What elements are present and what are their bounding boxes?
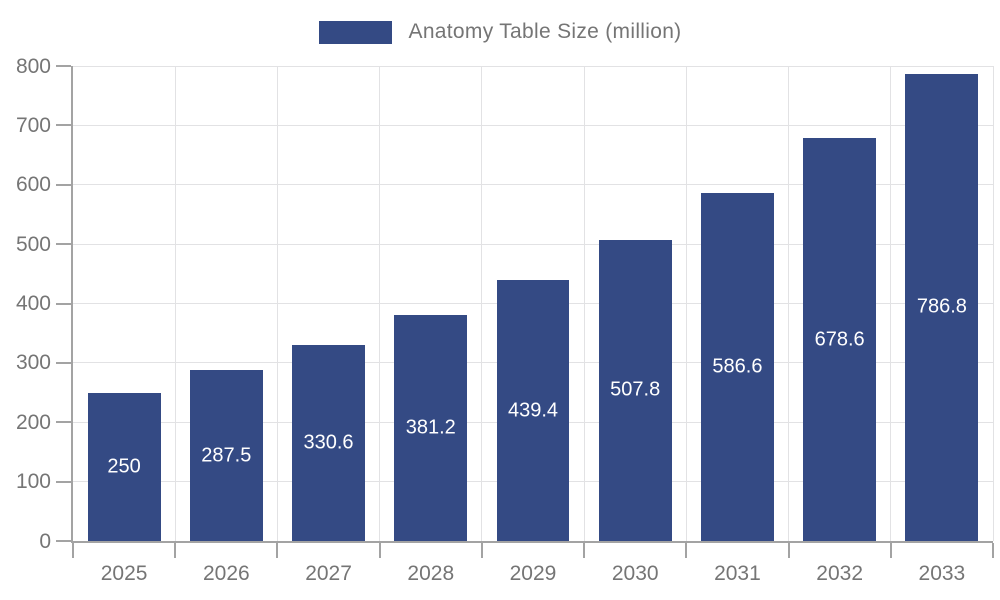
y-tick-label: 600 <box>15 173 51 197</box>
x-axis-tick <box>992 543 994 558</box>
bar-2025: 250 <box>87 392 161 541</box>
y-gridline <box>73 184 993 186</box>
x-gridline <box>992 66 994 541</box>
x-tick-label: 2028 <box>407 562 455 585</box>
x-gridline <box>174 66 176 541</box>
y-tick-label: 800 <box>15 54 51 78</box>
x-axis-tick <box>583 543 586 558</box>
x-axis-tick <box>276 543 279 558</box>
bar-2032: 678.6 <box>803 138 877 541</box>
x-axis-tick <box>72 543 74 558</box>
y-axis-tick <box>56 361 71 364</box>
y-axis-tick <box>56 65 71 67</box>
bar-value-label: 250 <box>107 455 141 478</box>
x-axis-tick <box>685 543 688 558</box>
y-tick-label: 500 <box>15 232 51 256</box>
x-gridline <box>583 66 585 541</box>
y-axis-tick <box>56 183 71 186</box>
chart-legend: Anatomy Table Size (million) <box>0 20 1000 44</box>
y-axis-tick <box>56 421 71 424</box>
y-axis-tick <box>56 480 71 483</box>
x-tick-label: 2032 <box>816 562 864 585</box>
x-axis-tick <box>174 543 177 558</box>
x-axis-tick <box>787 543 790 558</box>
x-tick-label: 2029 <box>509 562 557 585</box>
bar-value-label: 287.5 <box>201 444 252 467</box>
x-gridline <box>276 66 278 541</box>
y-tick-label: 200 <box>15 410 51 434</box>
x-gridline <box>685 66 687 541</box>
legend-label: Anatomy Table Size (million) <box>408 20 682 43</box>
y-tick-label: 0 <box>39 529 51 553</box>
x-tick-label: 2025 <box>100 562 148 585</box>
x-tick-label: 2026 <box>202 562 250 585</box>
bar-2030: 507.8 <box>598 239 672 541</box>
bar-value-label: 330.6 <box>303 431 354 454</box>
x-gridline <box>481 66 483 541</box>
bar-2027: 330.6 <box>292 344 366 541</box>
x-gridline <box>890 66 892 541</box>
bar-value-label: 381.2 <box>405 416 456 439</box>
x-gridline <box>788 66 790 541</box>
bar-value-label: 439.4 <box>507 399 559 422</box>
x-tick-label: 2033 <box>918 562 966 585</box>
x-gridline <box>379 66 381 541</box>
legend-swatch <box>318 20 392 44</box>
bar-2026: 287.5 <box>189 370 263 541</box>
bar-2033: 786.8 <box>905 73 979 541</box>
y-axis-tick <box>56 302 71 305</box>
bar-value-label: 507.8 <box>610 378 661 401</box>
x-tick-label: 2030 <box>611 562 659 585</box>
x-axis-tick <box>889 543 892 558</box>
bar-value-label: 586.6 <box>712 355 763 378</box>
plot-area: 250 287.5 330.6 381.2 439.4 507.8 586.6 678.6 78… <box>16 56 994 585</box>
y-tick-label: 300 <box>15 351 51 375</box>
x-tick-label: 2031 <box>714 562 761 585</box>
y-axis-tick <box>56 243 71 246</box>
y-gridline <box>73 124 993 126</box>
bar-value-label: 678.6 <box>814 328 865 351</box>
y-tick-label: 100 <box>15 470 51 494</box>
y-tick-label: 400 <box>15 292 51 315</box>
x-axis-tick <box>480 543 483 558</box>
y-gridline <box>73 65 993 67</box>
x-axis-line <box>71 541 993 543</box>
y-gridline <box>73 243 993 245</box>
x-axis-tick <box>378 543 381 558</box>
y-axis-line <box>71 66 73 543</box>
y-tick-label: 700 <box>15 113 51 137</box>
bar-2029: 439.4 <box>496 280 570 541</box>
bar-2028: 381.2 <box>394 314 468 541</box>
bar-2031: 586.6 <box>700 192 774 541</box>
y-axis-tick <box>56 124 71 127</box>
y-axis-tick <box>56 540 71 542</box>
x-tick-label: 2027 <box>305 562 352 585</box>
bar-value-label: 786.8 <box>916 295 967 318</box>
